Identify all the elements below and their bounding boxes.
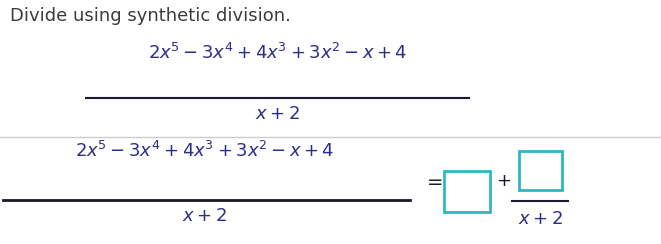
Text: $=$: $=$	[423, 171, 443, 190]
Text: $x + 2$: $x + 2$	[518, 210, 563, 228]
Text: $+$: $+$	[496, 172, 511, 190]
FancyBboxPatch shape	[519, 151, 562, 190]
Text: Divide using synthetic division.: Divide using synthetic division.	[10, 7, 291, 25]
Text: $x + 2$: $x + 2$	[182, 207, 227, 225]
FancyBboxPatch shape	[444, 171, 490, 212]
Text: $2x^{5} - 3x^{4} + 4x^{3} + 3x^{2} - x + 4$: $2x^{5} - 3x^{4} + 4x^{3} + 3x^{2} - x +…	[75, 141, 334, 161]
Text: $x + 2$: $x + 2$	[255, 105, 300, 123]
Text: $2x^{5} - 3x^{4} + 4x^{3} + 3x^{2} - x + 4$: $2x^{5} - 3x^{4} + 4x^{3} + 3x^{2} - x +…	[148, 43, 407, 63]
